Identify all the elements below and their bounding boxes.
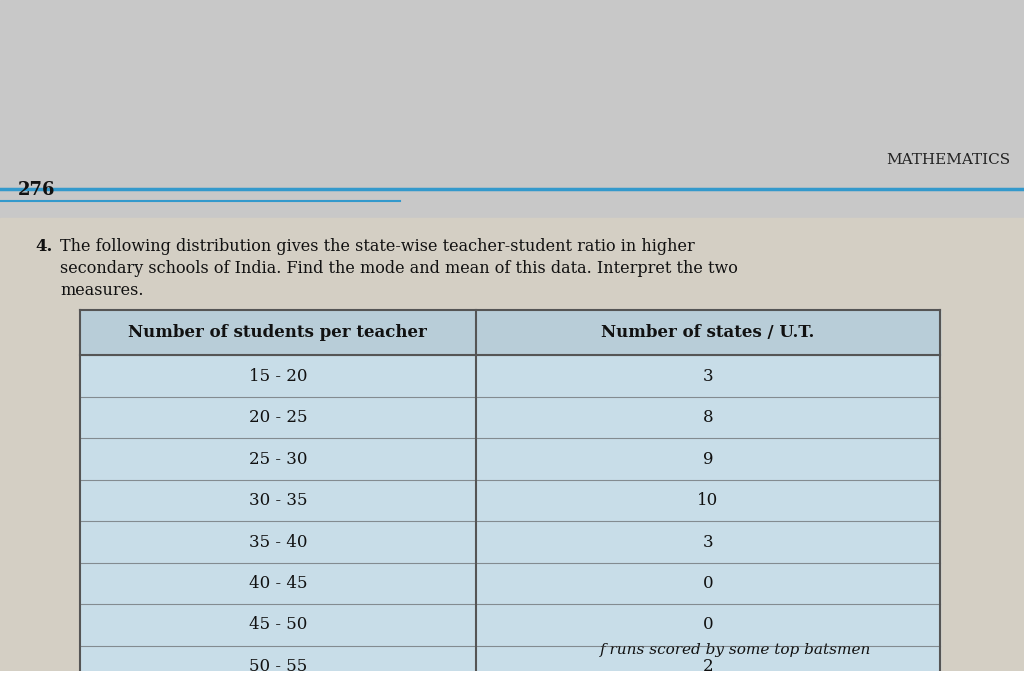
Text: 25 - 30: 25 - 30	[249, 451, 307, 468]
Text: The following distribution gives the state-wise teacher-student ratio in higher: The following distribution gives the sta…	[60, 239, 694, 256]
Bar	[0, 0, 1024, 218]
Text: 8: 8	[702, 409, 713, 426]
Text: f runs scored by some top batsmen: f runs scored by some top batsmen	[600, 644, 871, 657]
Text: 45 - 50: 45 - 50	[249, 617, 307, 633]
Text: 10: 10	[697, 492, 719, 509]
Text: 15 - 20: 15 - 20	[249, 368, 307, 385]
Text: 2: 2	[702, 658, 713, 675]
Text: 50 - 55: 50 - 55	[249, 658, 307, 675]
Bar	[0, 218, 1024, 671]
Text: 40 - 45: 40 - 45	[249, 575, 307, 592]
Text: 9: 9	[702, 451, 713, 468]
Text: 3: 3	[702, 533, 713, 550]
Text: MATHEMATICS: MATHEMATICS	[886, 153, 1010, 167]
Text: 0: 0	[702, 617, 713, 633]
Text: Number of students per teacher: Number of students per teacher	[128, 324, 427, 341]
Text: 20 - 25: 20 - 25	[249, 409, 307, 426]
Bar	[80, 310, 940, 676]
Text: 276: 276	[18, 180, 55, 199]
Text: measures.: measures.	[60, 282, 143, 299]
Text: 30 - 35: 30 - 35	[249, 492, 307, 509]
Bar	[80, 310, 940, 356]
Text: 35 - 40: 35 - 40	[249, 533, 307, 550]
Text: Number of states / U.T.: Number of states / U.T.	[601, 324, 814, 341]
Text: 4.: 4.	[35, 239, 52, 256]
Text: 0: 0	[702, 575, 713, 592]
Text: secondary schools of India. Find the mode and mean of this data. Interpret the t: secondary schools of India. Find the mod…	[60, 260, 738, 277]
Text: 3: 3	[702, 368, 713, 385]
